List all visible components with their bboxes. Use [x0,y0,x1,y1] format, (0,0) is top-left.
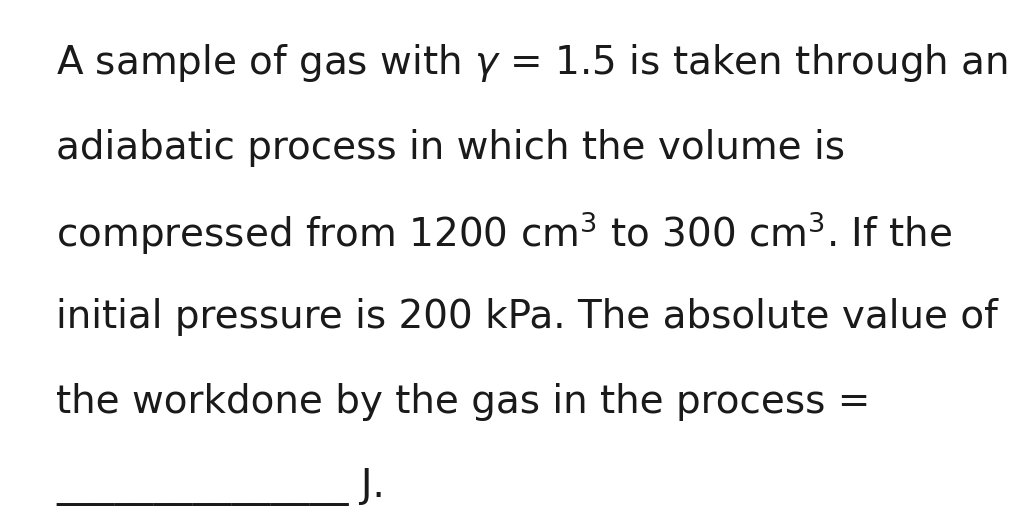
Text: adiabatic process in which the volume is: adiabatic process in which the volume is [56,129,846,167]
Text: the workdone by the gas in the process =: the workdone by the gas in the process = [56,383,870,421]
Text: A sample of gas with $\gamma$ = 1.5 is taken through an: A sample of gas with $\gamma$ = 1.5 is t… [56,42,1009,85]
Text: compressed from 1200 cm$^3$ to 300 cm$^3$. If the: compressed from 1200 cm$^3$ to 300 cm$^3… [56,209,952,257]
Text: initial pressure is 200 kPa. The absolute value of: initial pressure is 200 kPa. The absolut… [56,298,998,336]
Text: _______________ J.: _______________ J. [56,468,385,506]
